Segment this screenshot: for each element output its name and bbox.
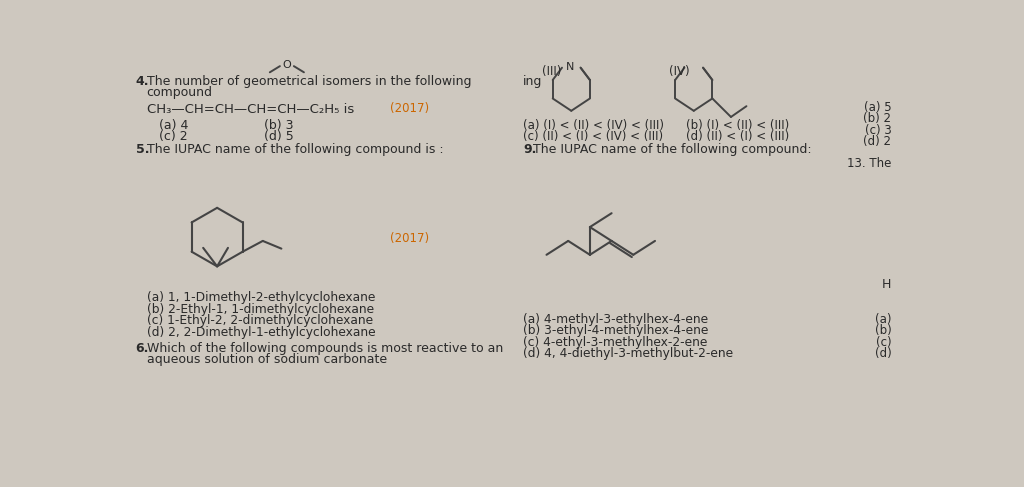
Text: (d) 2: (d) 2: [863, 135, 891, 149]
Text: (b) (I) < (II) < (III): (b) (I) < (II) < (III): [686, 118, 790, 131]
Text: (c) 4-ethyl-3-methylhex-2-ene: (c) 4-ethyl-3-methylhex-2-ene: [523, 336, 708, 349]
Text: (d) 4, 4-diethyl-3-methylbut-2-ene: (d) 4, 4-diethyl-3-methylbut-2-ene: [523, 347, 733, 360]
Text: (c) 3: (c) 3: [864, 124, 891, 137]
Text: (a): (a): [874, 313, 891, 325]
Text: 13. The: 13. The: [847, 157, 891, 170]
Text: (d) (II) < (I) < (III): (d) (II) < (I) < (III): [686, 130, 790, 143]
Text: (c) (II) < (I) < (IV) < (III): (c) (II) < (I) < (IV) < (III): [523, 130, 664, 143]
Text: (III): (III): [542, 65, 561, 77]
Text: The number of geometrical isomers in the following: The number of geometrical isomers in the…: [146, 75, 471, 88]
Text: (b) 2-Ethyl-1, 1-dimethylcyclohexane: (b) 2-Ethyl-1, 1-dimethylcyclohexane: [146, 302, 374, 316]
Text: (b) 3: (b) 3: [263, 118, 293, 131]
Text: (a) 5: (a) 5: [864, 101, 891, 114]
Text: (d) 5: (d) 5: [263, 130, 293, 143]
Text: The IUPAC name of the following compound is :: The IUPAC name of the following compound…: [146, 143, 443, 156]
Text: (a) 4-methyl-3-ethylhex-4-ene: (a) 4-methyl-3-ethylhex-4-ene: [523, 313, 709, 325]
Text: (a) 1, 1-Dimethyl-2-ethylcyclohexane: (a) 1, 1-Dimethyl-2-ethylcyclohexane: [146, 291, 375, 304]
Text: Which of the following compounds is most reactive to an: Which of the following compounds is most…: [146, 342, 503, 355]
Text: 9.: 9.: [523, 143, 537, 156]
Text: H: H: [882, 278, 891, 291]
Text: 6.: 6.: [136, 342, 150, 355]
Text: compound: compound: [146, 86, 213, 99]
Text: CH₃—CH=CH—CH=CH—C₂H₅ is: CH₃—CH=CH—CH=CH—C₂H₅ is: [146, 103, 354, 116]
Text: (b): (b): [874, 324, 891, 337]
Text: (d) 2, 2-Dimethyl-1-ethylcyclohexane: (d) 2, 2-Dimethyl-1-ethylcyclohexane: [146, 326, 375, 338]
Text: (IV): (IV): [669, 65, 689, 77]
Text: 5.: 5.: [136, 143, 150, 156]
Text: (2017): (2017): [390, 232, 429, 244]
Text: The IUPAC name of the following compound:: The IUPAC name of the following compound…: [532, 143, 811, 156]
Text: N: N: [565, 61, 573, 72]
Text: (a) (I) < (II) < (IV) < (III): (a) (I) < (II) < (IV) < (III): [523, 118, 665, 131]
Text: (c) 2: (c) 2: [159, 130, 187, 143]
Text: aqueous solution of sodium carbonate: aqueous solution of sodium carbonate: [146, 353, 387, 366]
Text: (b) 3-ethyl-4-methylhex-4-ene: (b) 3-ethyl-4-methylhex-4-ene: [523, 324, 709, 337]
Text: (a) 4: (a) 4: [159, 118, 188, 131]
Text: (b) 2: (b) 2: [863, 112, 891, 125]
Text: O: O: [283, 60, 291, 70]
Text: (d): (d): [874, 347, 891, 360]
Text: (c): (c): [876, 336, 891, 349]
Text: 4.: 4.: [136, 75, 150, 88]
Text: (c) 1-Ethyl-2, 2-dimethylcyclohexane: (c) 1-Ethyl-2, 2-dimethylcyclohexane: [146, 314, 373, 327]
Text: ing: ing: [523, 75, 543, 88]
Text: (2017): (2017): [390, 102, 429, 114]
